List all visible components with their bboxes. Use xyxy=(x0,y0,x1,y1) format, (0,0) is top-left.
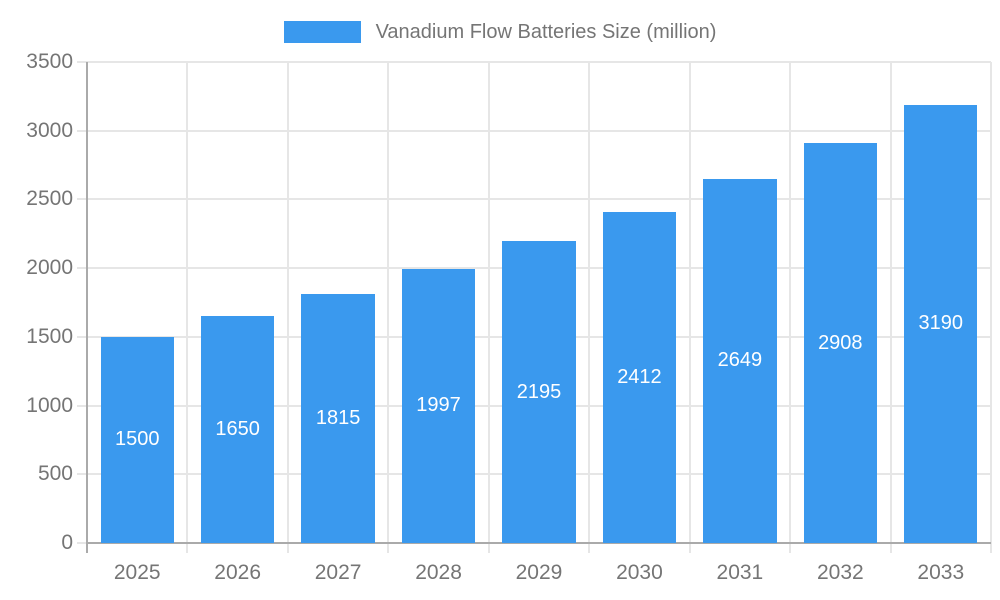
bar-value-label: 1500 xyxy=(114,428,160,451)
v-gridline xyxy=(186,62,189,543)
v-gridline xyxy=(487,62,490,543)
x-axis-line xyxy=(87,542,991,544)
v-gridline xyxy=(688,62,691,543)
h-gridline xyxy=(87,61,991,63)
x-axis-label: 2027 xyxy=(314,561,362,584)
bar-value-label: 2412 xyxy=(617,365,662,388)
y-tick xyxy=(77,129,87,132)
v-gridline xyxy=(789,62,792,543)
bar-value-label: 2908 xyxy=(818,331,863,354)
x-tick xyxy=(286,543,289,553)
bar-value-label: 3190 xyxy=(918,312,964,335)
bar: 2908 xyxy=(803,143,877,543)
bar-value-label: 1815 xyxy=(315,406,361,429)
v-gridline xyxy=(889,62,892,543)
bar-value-label: 2195 xyxy=(516,380,562,403)
v-gridline xyxy=(990,62,992,543)
x-tick xyxy=(990,543,992,553)
x-axis-label: 2032 xyxy=(816,561,864,584)
y-tick xyxy=(77,542,87,544)
y-tick xyxy=(77,198,87,201)
y-axis-label: 0 xyxy=(61,531,73,554)
bar: 2412 xyxy=(602,211,677,543)
y-tick xyxy=(77,404,87,407)
y-axis-line xyxy=(86,62,88,553)
bar: 1650 xyxy=(201,316,275,543)
x-tick xyxy=(186,543,189,553)
h-gridline xyxy=(87,129,991,132)
x-tick xyxy=(387,543,390,553)
y-tick xyxy=(77,335,87,338)
y-axis-label: 3000 xyxy=(26,118,73,142)
v-gridline xyxy=(387,62,390,543)
x-axis-label: 2031 xyxy=(716,561,764,584)
y-tick xyxy=(77,473,87,476)
v-gridline xyxy=(286,62,289,543)
bar: 2195 xyxy=(502,241,576,543)
y-axis-label: 2000 xyxy=(26,256,73,280)
legend: Vanadium Flow Batteries Size (million) xyxy=(0,20,1000,44)
x-axis-label: 2033 xyxy=(917,561,965,584)
y-tick xyxy=(77,61,87,63)
y-tick xyxy=(77,267,87,270)
y-axis-label: 500 xyxy=(37,462,73,486)
x-axis-label: 2028 xyxy=(415,561,462,584)
bar-value-label: 2649 xyxy=(717,349,763,372)
x-axis-label: 2026 xyxy=(214,561,262,584)
h-gridline xyxy=(87,198,991,201)
x-tick xyxy=(487,543,490,553)
bar: 2649 xyxy=(703,178,777,543)
bar: 1997 xyxy=(401,268,476,543)
bar: 3190 xyxy=(904,104,978,543)
v-gridline xyxy=(588,62,591,543)
x-tick xyxy=(889,543,892,553)
bar: 1815 xyxy=(301,293,375,543)
x-tick xyxy=(588,543,591,553)
legend-swatch xyxy=(283,21,361,43)
y-axis-label: 2500 xyxy=(26,187,73,211)
y-axis-label: 3500 xyxy=(26,50,73,73)
y-axis-label: 1500 xyxy=(26,324,73,348)
x-tick xyxy=(789,543,792,553)
x-axis-label: 2029 xyxy=(515,561,563,584)
bar-value-label: 1650 xyxy=(215,418,260,441)
bar-value-label: 1997 xyxy=(416,394,461,417)
legend-label: Vanadium Flow Batteries Size (million) xyxy=(375,21,717,43)
x-tick xyxy=(688,543,691,553)
bar: 1500 xyxy=(100,336,174,543)
y-axis-label: 1000 xyxy=(26,393,73,417)
x-axis-label: 2025 xyxy=(113,561,161,584)
x-axis-label: 2030 xyxy=(616,561,663,584)
